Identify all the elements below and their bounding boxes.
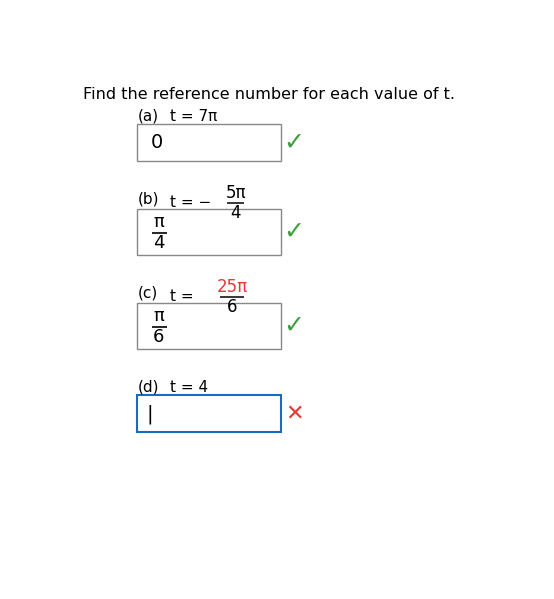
Text: 5π: 5π [225, 184, 246, 202]
Text: (c): (c) [137, 286, 158, 301]
Text: 6: 6 [227, 298, 237, 316]
FancyBboxPatch shape [137, 209, 281, 255]
Text: ✓: ✓ [284, 220, 305, 244]
Text: (b): (b) [137, 191, 159, 206]
FancyBboxPatch shape [137, 124, 281, 161]
Text: 4: 4 [153, 234, 165, 252]
Text: 4: 4 [230, 204, 241, 222]
Text: 25π: 25π [217, 278, 248, 296]
Text: (a): (a) [137, 109, 158, 124]
Text: π: π [153, 307, 163, 325]
Text: ✓: ✓ [284, 131, 305, 155]
FancyBboxPatch shape [137, 395, 281, 432]
Text: t = 4: t = 4 [170, 380, 208, 395]
Text: π: π [153, 213, 163, 231]
Text: |: | [147, 404, 153, 423]
Text: ✓: ✓ [284, 314, 305, 338]
Text: t = −: t = − [170, 195, 216, 210]
Text: 0: 0 [151, 133, 163, 152]
Text: (d): (d) [137, 380, 159, 395]
Text: ✕: ✕ [285, 404, 303, 423]
Text: 6: 6 [153, 328, 165, 346]
Text: t = 7π: t = 7π [170, 109, 217, 124]
Text: Find the reference number for each value of t.: Find the reference number for each value… [83, 87, 455, 102]
FancyBboxPatch shape [137, 303, 281, 349]
Text: t =: t = [170, 289, 198, 304]
